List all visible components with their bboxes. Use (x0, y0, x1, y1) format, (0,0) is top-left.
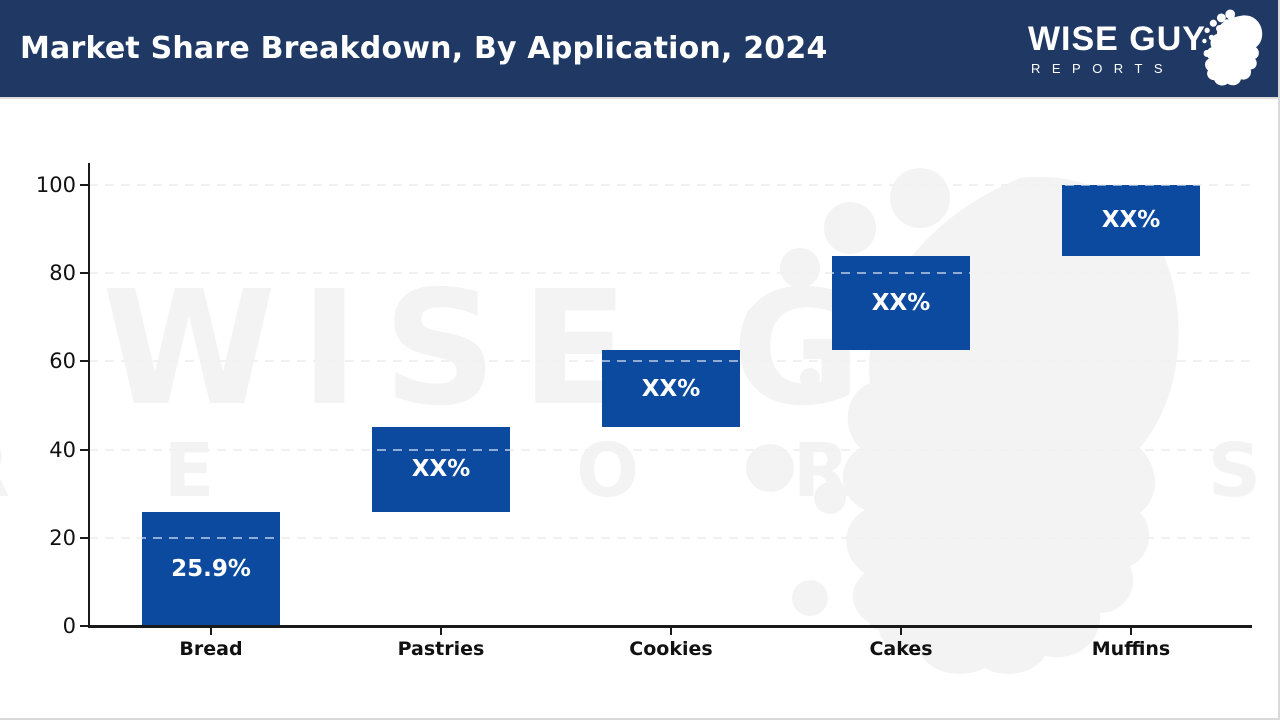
y-tick-mark (80, 625, 89, 627)
bar-value-label: XX% (1101, 207, 1161, 234)
category-label: Cookies (629, 638, 713, 660)
gridline-overlay (89, 536, 1252, 539)
y-tick-label: 0 (62, 614, 76, 638)
category-label: Pastries (397, 638, 485, 660)
bar-value-label: 25.9% (171, 555, 251, 582)
bar: XX% (372, 427, 510, 512)
y-tick-label: 40 (49, 437, 76, 462)
bar-value-label: XX% (411, 456, 471, 483)
y-tick-mark (80, 536, 89, 539)
gridline-overlay (89, 272, 1252, 275)
logo-reports-label: REPORTS (1030, 60, 1175, 76)
gridline-overlay (89, 184, 1252, 186)
category-label: Cakes (869, 638, 933, 660)
y-tick-label: 80 (49, 261, 76, 286)
header-bar: Market Share Breakdown, By Application, … (0, 0, 1278, 99)
x-tick-mark (210, 628, 212, 635)
x-tick-mark (440, 628, 442, 635)
gridline-overlay (89, 360, 1252, 363)
chart-title: Market Share Breakdown, By Application, … (20, 31, 828, 66)
category-label: Muffins (1091, 638, 1171, 660)
y-axis-spine (88, 163, 90, 627)
gridline-overlay (89, 448, 1252, 451)
logo-wiseguy-label: WISE GUY (1027, 19, 1206, 58)
y-tick-mark (80, 360, 89, 363)
y-tick-mark (80, 448, 89, 451)
bar: XX% (832, 255, 970, 351)
bar: XX% (1062, 185, 1200, 256)
y-tick-label: 100 (35, 173, 76, 197)
x-tick-mark (900, 628, 902, 635)
y-tick-label: 60 (49, 349, 76, 374)
logo-text: WISE GUY REPORTS (1028, 22, 1206, 76)
x-tick-mark (670, 628, 672, 635)
y-tick-mark (80, 272, 89, 275)
x-tick-mark (1130, 628, 1132, 635)
y-tick-mark (80, 184, 89, 186)
y-tick-label: 20 (49, 525, 76, 550)
bar-value-label: XX% (871, 289, 931, 316)
bar: XX% (602, 350, 740, 428)
bar-value-label: XX% (641, 375, 701, 402)
category-label: Bread (179, 638, 243, 660)
logo-dotted-head-icon (1202, 8, 1263, 86)
x-axis-line (88, 625, 1252, 628)
wise-guy-logo: WISE GUY REPORTS (1028, 8, 1264, 89)
bar: 25.9% (142, 511, 280, 626)
